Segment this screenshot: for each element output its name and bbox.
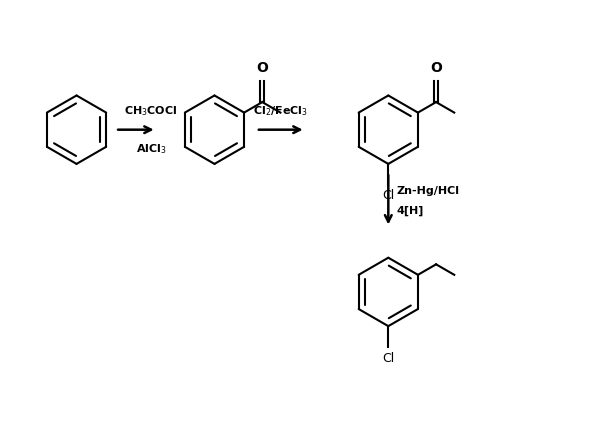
Text: CH$_3$COCl: CH$_3$COCl — [124, 104, 178, 118]
Text: O: O — [256, 60, 268, 75]
Text: Zn-Hg/HCl: Zn-Hg/HCl — [396, 186, 459, 197]
Text: O: O — [430, 60, 442, 75]
Text: Cl: Cl — [382, 351, 395, 364]
Text: 4[H]: 4[H] — [396, 206, 424, 216]
Text: Cl$_2$/FeCl$_3$: Cl$_2$/FeCl$_3$ — [253, 104, 308, 118]
Text: Cl: Cl — [382, 189, 395, 202]
Text: AlCl$_3$: AlCl$_3$ — [135, 142, 167, 156]
